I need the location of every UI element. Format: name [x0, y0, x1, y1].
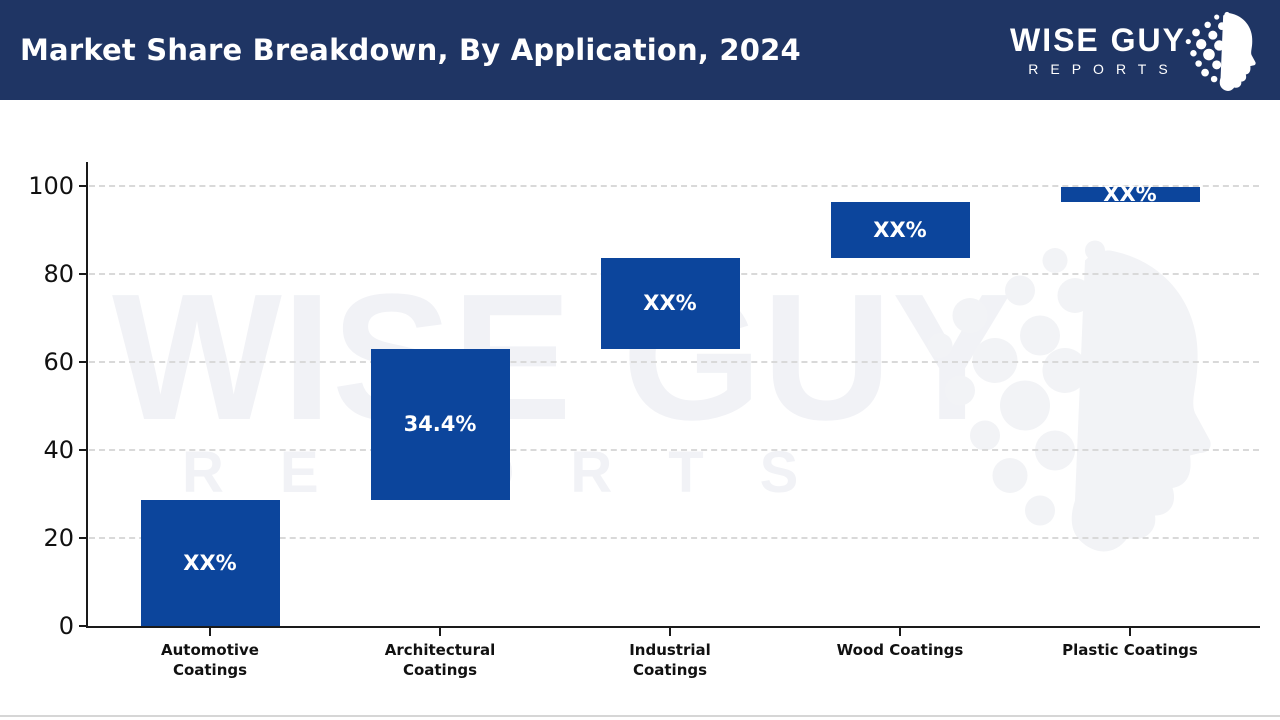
bar-value-label: XX%: [643, 291, 697, 316]
brand-head-icon: [1185, 11, 1256, 91]
x-tick-mark: [669, 628, 671, 636]
x-axis-line: [86, 626, 1260, 628]
watermark-brand-text: WISE GUY: [112, 257, 1013, 458]
y-tick-label: 40: [43, 436, 74, 464]
gridline: [89, 537, 1259, 539]
y-axis-line: [86, 162, 88, 628]
bar-value-label: XX%: [183, 551, 237, 576]
y-tick-label: 100: [28, 172, 74, 200]
gridline: [89, 185, 1259, 187]
x-tick-mark: [439, 628, 441, 636]
bar-value-label: XX%: [873, 218, 927, 242]
y-tick-mark: [79, 185, 87, 187]
y-tick-label: 80: [43, 260, 74, 288]
gridline: [89, 449, 1259, 451]
plot: 0 20 40 60 80 100 XX% Automotive Coatings 34.4% A…: [0, 100, 1280, 720]
x-tick-mark: [209, 628, 211, 636]
watermark-head-icon: [927, 240, 1211, 552]
y-tick-mark: [79, 625, 87, 627]
y-tick-label: 60: [43, 348, 74, 376]
bar: [1060, 186, 1200, 202]
bar: [140, 500, 280, 626]
y-tick-mark: [79, 361, 87, 363]
chart-area: WISE GUY REPORTS 0 20 40 60 80 100 XX% Automoti…: [0, 100, 1280, 720]
x-category-label: Plastic Coatings: [1062, 641, 1198, 659]
x-tick-mark: [1129, 628, 1131, 636]
bar: [370, 348, 510, 501]
x-category-label: Automotive Coatings: [161, 641, 259, 679]
y-tick-label: 20: [43, 524, 74, 552]
x-category-label: Architectural Coatings: [384, 641, 496, 679]
brand-name: WISE GUY: [1009, 21, 1186, 58]
x-category-label: Wood Coatings: [836, 641, 964, 659]
page-title: Market Share Breakdown, By Application, …: [20, 33, 801, 67]
x-category-label: Industrial Coatings: [629, 641, 711, 679]
y-tick-label: 0: [58, 612, 74, 640]
bar-value-label: 34.4%: [403, 412, 477, 437]
y-tick-mark: [79, 273, 87, 275]
bar: [600, 258, 740, 349]
bar: [830, 201, 970, 259]
brand-subname: REPORTS: [1028, 60, 1180, 77]
header: Market Share Breakdown, By Application, …: [0, 0, 1280, 100]
brand-logo: WISE GUY REPORTS: [1010, 8, 1266, 92]
y-tick-mark: [79, 537, 87, 539]
brand-logo-text: WISE GUY REPORTS: [1010, 24, 1186, 77]
x-tick-mark: [899, 628, 901, 636]
y-tick-mark: [79, 449, 87, 451]
footer-divider: [0, 715, 1280, 717]
bar-value-label: XX%: [1103, 182, 1157, 207]
gridline: [89, 361, 1259, 363]
